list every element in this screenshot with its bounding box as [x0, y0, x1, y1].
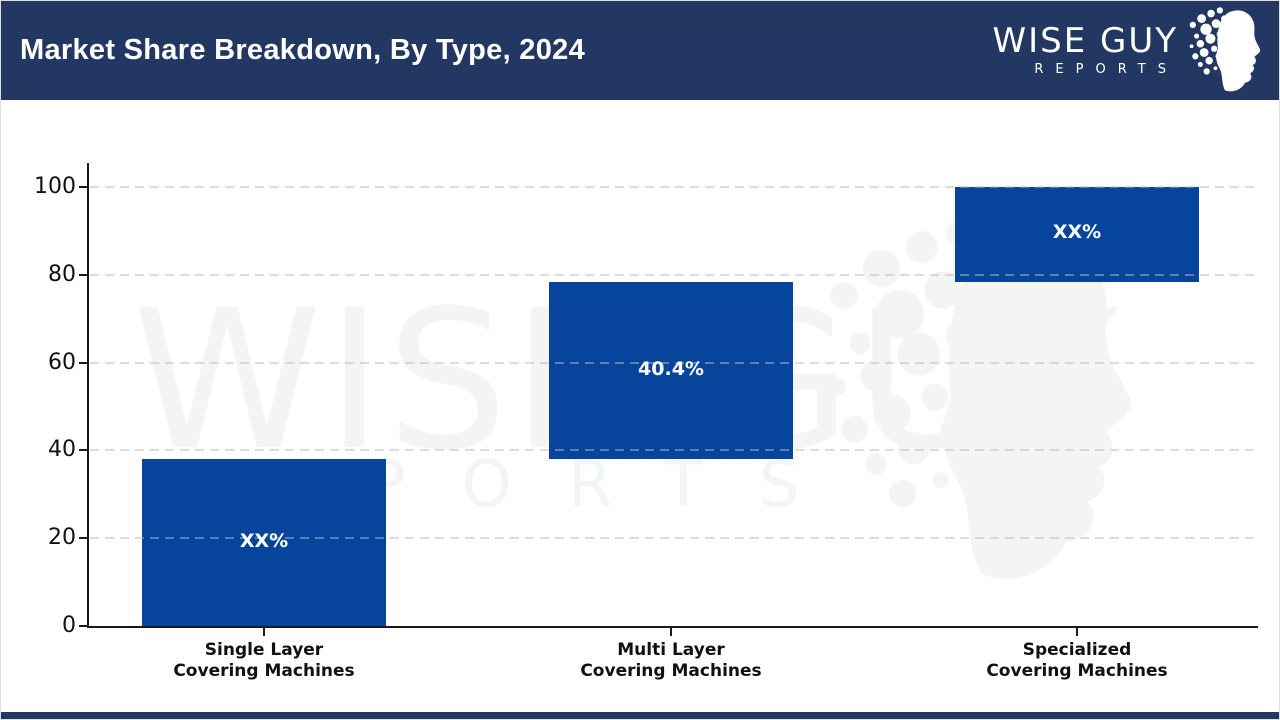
- y-tick-mark: [79, 537, 87, 540]
- bar-value-label: XX%: [1052, 221, 1102, 244]
- y-tick-label: 100: [34, 174, 76, 199]
- y-gridline: [90, 361, 1256, 364]
- bar-value-label: 40.4%: [638, 357, 704, 380]
- y-gridline: [90, 449, 1256, 452]
- data-bar: [955, 187, 1199, 282]
- header-banner: Market Share Breakdown, By Type, 2024 WI…: [0, 0, 1280, 100]
- x-category-label: Specialized Covering Machines: [986, 640, 1168, 681]
- y-tick-label: 40: [48, 437, 76, 463]
- y-axis-line: [87, 163, 89, 628]
- y-gridline: [90, 273, 1256, 276]
- x-tick-mark: [1076, 628, 1078, 636]
- logo-wise-guy-label: WISE GUY: [992, 21, 1178, 61]
- data-bar: [142, 459, 386, 626]
- y-tick-label: 80: [48, 261, 76, 287]
- x-category-label: Multi Layer Covering Machines: [580, 640, 762, 681]
- y-tick-mark: [79, 361, 87, 364]
- bar-value-label: XX%: [239, 529, 289, 552]
- data-bar: [549, 281, 793, 460]
- y-gridline: [90, 186, 1256, 188]
- logo-face-icon: [1180, 6, 1266, 94]
- x-tick-mark: [263, 628, 265, 636]
- bottom-brand-strip: [0, 712, 1280, 720]
- logo-text: WISE GUY REPORTS: [992, 24, 1178, 76]
- y-tick-mark: [79, 273, 87, 276]
- y-tick-label: 20: [48, 525, 76, 551]
- x-tick-mark: [670, 628, 672, 636]
- y-tick-mark: [79, 186, 87, 188]
- y-tick-label: 0: [62, 613, 76, 638]
- y-tick-label: 60: [48, 349, 76, 375]
- y-tick-mark: [79, 449, 87, 452]
- x-category-label: Single Layer Covering Machines: [173, 640, 355, 681]
- y-gridline: [90, 537, 1256, 540]
- chart-title: Market Share Breakdown, By Type, 2024: [20, 34, 586, 66]
- y-tick-mark: [79, 625, 87, 627]
- wise-guy-reports-logo: WISE GUY REPORTS: [992, 6, 1266, 94]
- x-axis-line: [87, 626, 1258, 628]
- logo-reports-label: REPORTS: [1034, 62, 1178, 77]
